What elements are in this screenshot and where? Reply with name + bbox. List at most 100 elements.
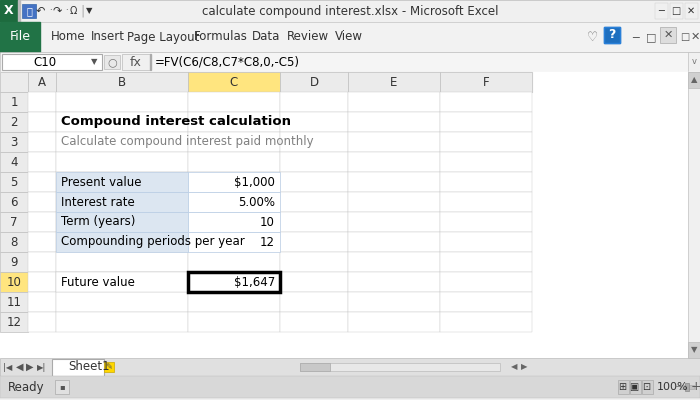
Bar <box>56 252 188 272</box>
Bar <box>0 212 28 232</box>
Bar <box>28 312 56 332</box>
Bar <box>56 92 188 112</box>
Bar <box>440 152 532 172</box>
Text: ─: ─ <box>633 32 639 42</box>
Text: ✕: ✕ <box>664 30 673 40</box>
Text: Home: Home <box>50 30 85 44</box>
Text: Interest rate: Interest rate <box>61 196 134 208</box>
Bar <box>348 312 440 332</box>
Text: $1,647: $1,647 <box>234 276 275 288</box>
Bar <box>56 172 188 192</box>
Bar <box>56 272 188 292</box>
Bar <box>0 252 28 272</box>
Text: Sheet1: Sheet1 <box>68 360 110 374</box>
Text: 6: 6 <box>10 196 18 208</box>
Text: A: A <box>38 76 46 88</box>
Bar <box>0 272 28 292</box>
Bar <box>280 272 348 292</box>
Bar <box>604 27 620 43</box>
Bar <box>56 212 188 232</box>
Text: Page Layout: Page Layout <box>127 30 200 44</box>
Bar <box>188 292 280 312</box>
Text: 2: 2 <box>10 116 18 128</box>
Text: View: View <box>335 30 363 44</box>
Bar <box>18 0 20 22</box>
Bar <box>188 272 280 292</box>
Bar <box>280 292 348 312</box>
Bar <box>104 55 120 69</box>
Text: calculate compound interest.xlsx - Microsoft Excel: calculate compound interest.xlsx - Micro… <box>202 4 498 18</box>
Bar <box>0 132 28 152</box>
Bar <box>0 72 700 358</box>
Text: 12: 12 <box>260 236 275 248</box>
Bar <box>56 172 188 192</box>
Bar <box>28 152 56 172</box>
Bar <box>440 72 532 92</box>
Bar <box>280 152 348 172</box>
Text: 5: 5 <box>10 176 18 188</box>
Text: ▼: ▼ <box>85 6 92 16</box>
Bar <box>440 312 532 332</box>
Bar <box>188 212 280 232</box>
Text: ◀: ◀ <box>16 362 24 372</box>
Bar <box>188 232 280 252</box>
Text: ·: · <box>49 6 51 16</box>
Bar <box>188 172 280 192</box>
Bar <box>642 380 653 394</box>
Bar <box>348 112 440 132</box>
Bar <box>280 192 348 212</box>
Bar <box>688 342 700 358</box>
Bar <box>188 212 280 232</box>
Bar <box>440 252 532 272</box>
Bar <box>188 92 280 112</box>
Bar <box>28 232 56 252</box>
Text: 7: 7 <box>10 216 18 228</box>
Text: ▲: ▲ <box>691 76 697 84</box>
Bar <box>348 292 440 312</box>
Text: ?: ? <box>608 28 616 42</box>
Bar <box>150 54 151 70</box>
Text: ▼: ▼ <box>91 58 97 66</box>
Bar <box>440 192 532 212</box>
Bar <box>0 312 28 332</box>
Bar <box>280 132 348 152</box>
Bar <box>670 3 683 19</box>
Bar <box>0 22 40 52</box>
Text: ▶: ▶ <box>27 362 34 372</box>
Bar <box>56 312 188 332</box>
Text: ▪: ▪ <box>60 382 65 392</box>
Bar <box>348 192 440 212</box>
Bar <box>0 72 28 92</box>
Bar <box>56 112 188 132</box>
Bar <box>188 72 280 92</box>
Bar <box>0 232 28 252</box>
Text: Ready: Ready <box>8 380 45 394</box>
Text: Present value: Present value <box>61 176 141 188</box>
Bar <box>28 72 56 92</box>
Text: 3: 3 <box>10 136 18 148</box>
Bar <box>440 172 532 192</box>
Bar <box>188 272 280 292</box>
Bar <box>28 132 56 152</box>
Text: ✕: ✕ <box>687 6 695 16</box>
Bar <box>688 52 700 72</box>
Bar <box>188 232 280 252</box>
Bar <box>188 172 280 192</box>
Bar <box>56 232 188 252</box>
Bar <box>122 54 150 70</box>
Bar <box>188 132 280 152</box>
Text: 10: 10 <box>6 276 22 288</box>
Bar <box>0 376 700 398</box>
Bar <box>348 172 440 192</box>
Text: C10: C10 <box>34 56 57 68</box>
Bar <box>0 292 28 312</box>
Text: fx: fx <box>130 56 142 68</box>
Bar <box>0 0 18 22</box>
Bar <box>0 172 28 192</box>
Text: 1: 1 <box>10 96 18 108</box>
Bar <box>188 112 280 132</box>
Text: Future value: Future value <box>61 276 135 288</box>
Bar <box>55 380 69 394</box>
Bar <box>440 92 532 112</box>
Bar <box>655 3 668 19</box>
